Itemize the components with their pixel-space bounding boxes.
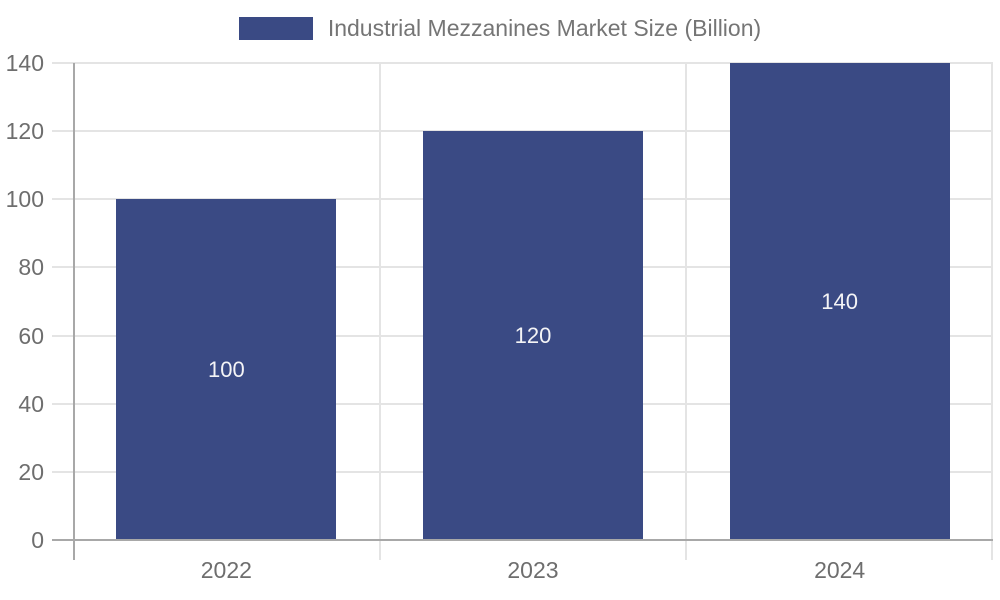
gridline <box>52 62 993 64</box>
x-axis-tick-label: 2024 <box>814 557 866 583</box>
bar-value-label: 100 <box>207 356 245 382</box>
legend-swatch <box>238 16 313 40</box>
y-axis-tick-label: 140 <box>5 50 44 76</box>
x-axis-line <box>52 539 993 541</box>
plot-area: 100 120 140 <box>52 62 993 560</box>
bar: 100 <box>116 199 337 540</box>
y-axis-tick-label: 20 <box>18 458 44 485</box>
plot-right-edge <box>991 63 993 560</box>
bar-value-label: 120 <box>514 322 552 348</box>
x-axis-tick-label: 2022 <box>200 557 252 583</box>
y-axis-tick-label: 40 <box>18 390 44 417</box>
category-separator <box>685 63 688 560</box>
bar: 140 <box>729 63 950 540</box>
x-axis-tick-label: 2023 <box>507 557 559 583</box>
legend-label: Industrial Mezzanines Market Size (Billi… <box>327 14 762 41</box>
y-axis-tick-label: 60 <box>18 322 44 349</box>
bar: 120 <box>423 131 643 540</box>
bar-value-label: 140 <box>821 288 859 314</box>
y-axis-tick-label: 100 <box>5 186 44 213</box>
y-axis-line <box>73 63 75 560</box>
legend: Industrial Mezzanines Market Size (Billi… <box>0 13 1000 43</box>
category-separator <box>378 63 381 560</box>
gridline <box>52 130 993 133</box>
y-axis-tick-label: 120 <box>5 118 44 145</box>
y-axis-tick-label: 0 <box>31 527 44 553</box>
y-axis-tick-label: 80 <box>18 254 44 281</box>
